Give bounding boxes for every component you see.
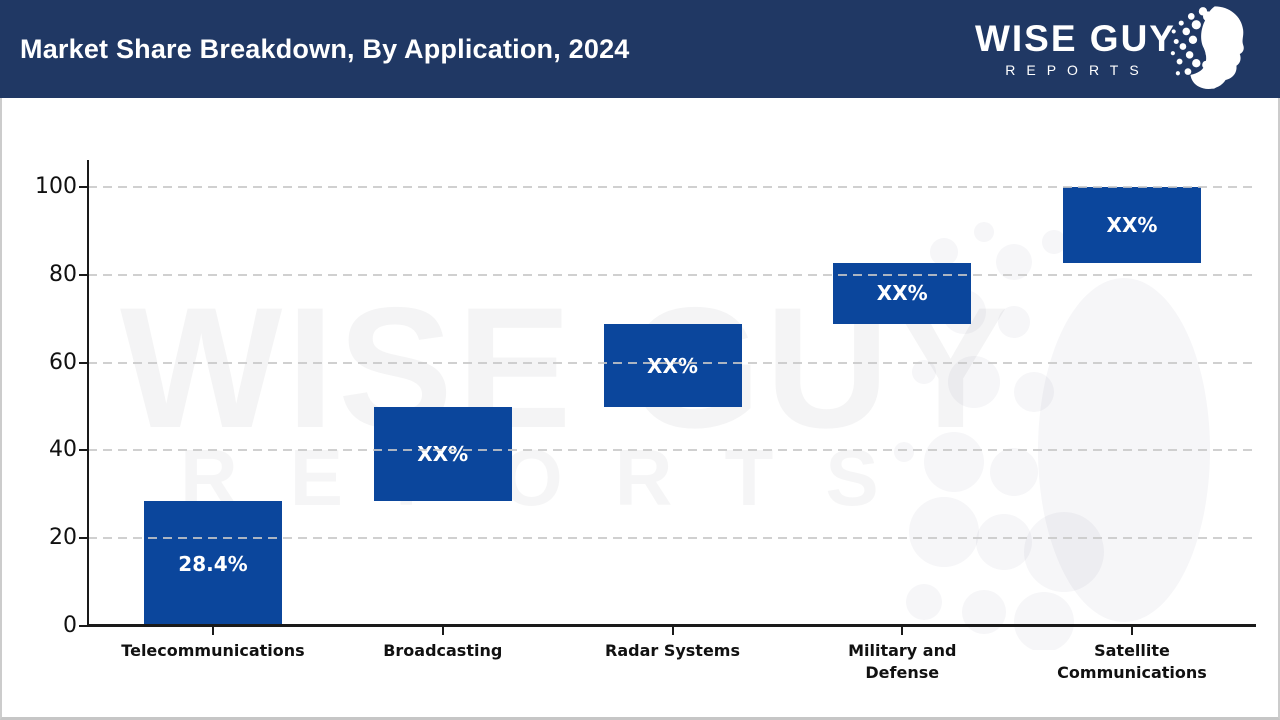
y-axis-tick-label: 0 xyxy=(63,613,77,638)
bar-value-label: XX% xyxy=(876,281,928,306)
dotted-face-icon xyxy=(1170,6,1244,89)
x-axis-category-label: Telecommunications xyxy=(121,641,305,660)
y-tick-mark xyxy=(79,537,87,540)
y-axis-line xyxy=(87,160,89,627)
x-axis-line xyxy=(87,624,1256,627)
y-axis-tick-label: 40 xyxy=(49,437,77,463)
x-tick-mark xyxy=(671,627,674,635)
y-tick-mark xyxy=(79,273,87,276)
gridline-60 xyxy=(88,361,1256,364)
logo: WISE GUY REPORTS xyxy=(975,3,1254,95)
bar-segment-1: 28.4% xyxy=(144,501,282,626)
logo-wordmark-line2: REPORTS xyxy=(1005,62,1150,78)
y-axis-tick-label: 80 xyxy=(49,261,77,287)
x-axis-category-label: Broadcasting xyxy=(383,641,503,660)
x-tick-mark xyxy=(212,627,214,635)
gridline-40 xyxy=(88,449,1256,452)
bar-segment-2: XX% xyxy=(373,406,512,502)
bar-value-label: XX% xyxy=(417,442,469,467)
bar-value-label: 28.4% xyxy=(178,551,248,576)
bar-value-label: XX% xyxy=(647,353,698,378)
x-axis-category-label: Satellite Communications xyxy=(1057,641,1207,682)
y-axis-tick-label: 60 xyxy=(49,349,77,375)
page-title: Market Share Breakdown, By Application, … xyxy=(20,33,630,64)
y-tick-mark xyxy=(79,361,87,364)
x-tick-mark xyxy=(1131,627,1133,635)
y-axis-tick-label: 100 xyxy=(35,174,77,199)
y-tick-mark xyxy=(79,449,87,452)
x-tick-mark xyxy=(901,627,904,635)
logo-wordmark: WISE GUY REPORTS xyxy=(975,20,1176,78)
y-tick-mark xyxy=(79,625,87,627)
bar-value-label: XX% xyxy=(1106,212,1158,237)
header-bar: Market Share Breakdown, By Application, … xyxy=(0,0,1280,98)
gridline-100 xyxy=(88,186,1256,188)
bar-segment-5: XX% xyxy=(1063,187,1201,263)
bar-segment-3: XX% xyxy=(603,324,742,407)
bar-segment-4: XX% xyxy=(833,262,972,325)
y-axis-tick-label: 20 xyxy=(49,525,77,551)
x-axis-category-label: Military and Defense xyxy=(848,641,957,682)
logo-wordmark-line1: WISE GUY xyxy=(974,18,1176,59)
y-tick-mark xyxy=(79,186,87,188)
gridline-20 xyxy=(88,537,1256,540)
x-axis-category-label: Radar Systems xyxy=(605,641,740,660)
x-tick-mark xyxy=(441,627,444,635)
gridline-80 xyxy=(88,273,1256,276)
